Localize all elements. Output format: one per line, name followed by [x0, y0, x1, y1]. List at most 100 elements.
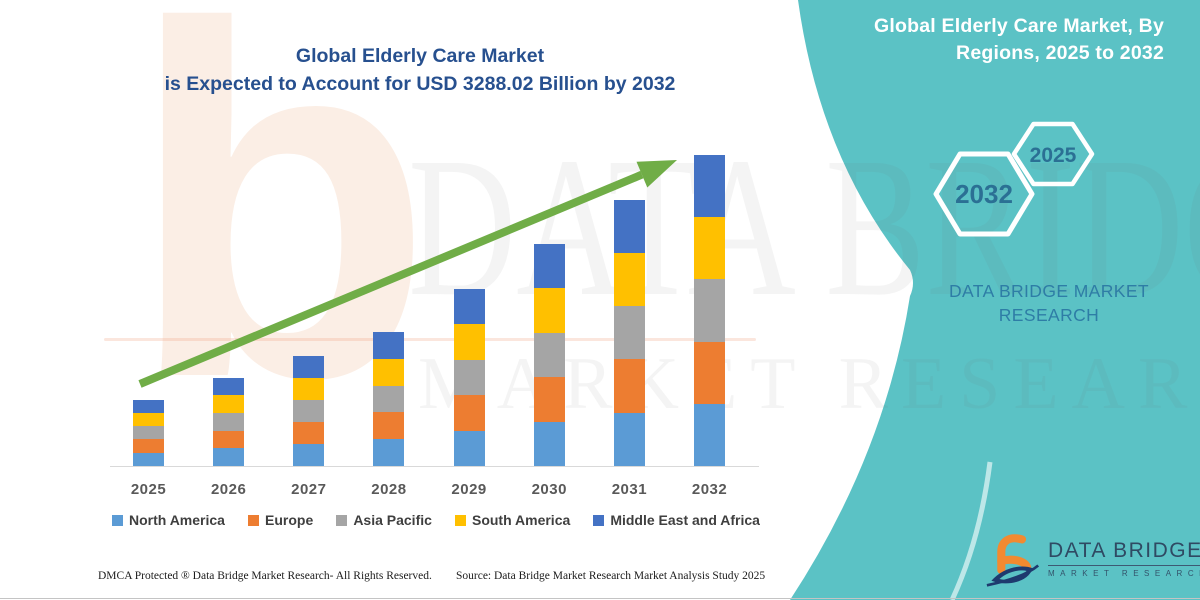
legend-swatch: [248, 515, 260, 526]
bar-segment-asia-pacific: [213, 412, 245, 431]
brand-text: DATA BRIDGE MARKET RESEARCH: [920, 279, 1178, 327]
bar-segment-europe: [533, 377, 565, 422]
bar-segment-north-america: [373, 439, 405, 466]
bar-segment-south-america: [373, 358, 405, 386]
x-axis-label: 2031: [611, 481, 648, 498]
legend-item: South America: [454, 512, 571, 528]
x-axis-label: 2027: [291, 481, 327, 498]
logo-b-icon: [986, 534, 1040, 587]
bar-segment-asia-pacific: [373, 385, 405, 413]
bar-segment-south-america: [613, 252, 645, 307]
bottom-divider: [0, 598, 1200, 599]
bar-2032: [694, 155, 726, 466]
side-panel-heading-line2: Regions, 2025 to 2032: [956, 42, 1164, 64]
side-panel-heading: Global Elderly Care Market, By Regions, …: [874, 13, 1164, 67]
legend-swatch: [454, 515, 466, 526]
bar-segment-north-america: [694, 403, 726, 466]
stacked-bar-chart: 2025 2026 2027 2028 2029 2030 2031 2032: [110, 154, 759, 498]
bar-segment-south-america: [533, 288, 565, 333]
bar-segment-europe: [213, 430, 245, 449]
bar-segment-north-america: [613, 412, 645, 466]
x-axis-label: 2030: [531, 481, 567, 498]
hexagon-2032-label: 2032: [955, 179, 1013, 209]
bar-2029: [453, 288, 485, 466]
bar-segment-europe: [373, 412, 405, 440]
legend-swatch: [593, 515, 605, 526]
bar-segment-europe: [694, 341, 726, 404]
legend-label: Asia Pacific: [353, 512, 432, 528]
hexagon-2025-label: 2025: [1030, 144, 1077, 167]
chart-title: Global Elderly Care Market is Expected t…: [115, 42, 725, 98]
chart-title-line1: Global Elderly Care Market: [295, 45, 545, 67]
legend-label: Middle East and Africa: [610, 512, 760, 528]
brand-text-line1: DATA BRIDGE MARKET: [948, 281, 1150, 301]
bar-segment-asia-pacific: [613, 306, 645, 360]
bar-segment-middle-east-and-africa: [213, 377, 245, 396]
legend-swatch: [336, 515, 348, 526]
legend-item: Middle East and Africa: [593, 512, 760, 528]
bar-segment-middle-east-and-africa: [613, 199, 645, 253]
bar-2030: [533, 244, 565, 466]
bar-segment-north-america: [453, 430, 485, 466]
bar-segment-middle-east-and-africa: [133, 399, 164, 413]
x-axis-label: 2032: [691, 481, 728, 498]
legend-label: Europe: [265, 512, 314, 528]
trend-arrow: [138, 160, 677, 388]
bar-segment-asia-pacific: [133, 426, 164, 440]
bar-segment-south-america: [293, 377, 325, 400]
bar-segment-north-america: [533, 421, 565, 466]
bar-segment-north-america: [293, 443, 325, 466]
x-axis-label: 2029: [451, 481, 487, 498]
legend-swatch: [112, 515, 123, 526]
bar-segment-asia-pacific: [453, 359, 485, 395]
watermark-swoosh-line: [104, 338, 756, 341]
legend-label: South America: [471, 512, 571, 528]
bar-segment-middle-east-and-africa: [694, 155, 726, 218]
hexagon-2025: [1011, 121, 1095, 187]
x-axis-line: [110, 466, 759, 467]
bar-segment-south-america: [694, 217, 726, 280]
legend-item: Europe: [248, 512, 313, 528]
trend-arrow-head: [636, 160, 677, 188]
bar-segment-asia-pacific: [533, 332, 565, 378]
bar-segment-north-america: [133, 452, 164, 466]
bar-segment-middle-east-and-africa: [373, 332, 405, 359]
data-bridge-logo: DATA BRIDGE MARKET RESEARCH: [986, 531, 1200, 591]
year-hexagons: 2032 2025: [933, 121, 1095, 237]
legend-item: North America: [112, 512, 225, 528]
bar-2031: [613, 199, 645, 466]
bar-segment-europe: [613, 359, 645, 413]
bar-2026: [213, 377, 245, 466]
bar-2028: [373, 332, 405, 466]
bar-segment-north-america: [213, 448, 245, 466]
bar-segment-europe: [293, 421, 325, 444]
legend-item: Asia Pacific: [336, 512, 432, 528]
trend-arrow-shaft: [138, 170, 644, 388]
bar-2025: [133, 399, 164, 466]
logo-subtitle: MARKET RESEARCH: [1048, 569, 1200, 578]
bar-2027: [293, 355, 325, 466]
side-panel-heading-line1: Global Elderly Care Market, By: [874, 15, 1164, 37]
bar-segment-south-america: [213, 395, 245, 413]
footer-source: Source: Data Bridge Market Research Mark…: [456, 570, 766, 582]
brand-text-line2: RESEARCH: [998, 305, 1100, 325]
bar-segment-asia-pacific: [293, 399, 325, 422]
legend-label: North America: [129, 512, 225, 528]
bar-segment-europe: [133, 439, 164, 453]
bar-segment-south-america: [453, 324, 485, 360]
bar-segment-south-america: [133, 412, 164, 427]
x-axis-label: 2026: [210, 481, 247, 498]
bar-segment-europe: [453, 395, 485, 431]
bar-segment-middle-east-and-africa: [533, 244, 565, 289]
x-axis-label: 2025: [130, 481, 167, 498]
footer-copyright: DMCA Protected ® Data Bridge Market Rese…: [98, 570, 432, 582]
logo-name: DATA BRIDGE: [1048, 539, 1200, 566]
panel-swoosh-arc: [949, 461, 993, 600]
x-axis-label: 2028: [371, 481, 407, 498]
chart-title-line2: is Expected to Account for USD 3288.02 B…: [164, 73, 676, 95]
bar-segment-middle-east-and-africa: [293, 355, 325, 378]
side-panel-shape: [790, 0, 1200, 600]
chart-legend: North America Europe Asia Pacific South Ame…: [112, 512, 760, 528]
